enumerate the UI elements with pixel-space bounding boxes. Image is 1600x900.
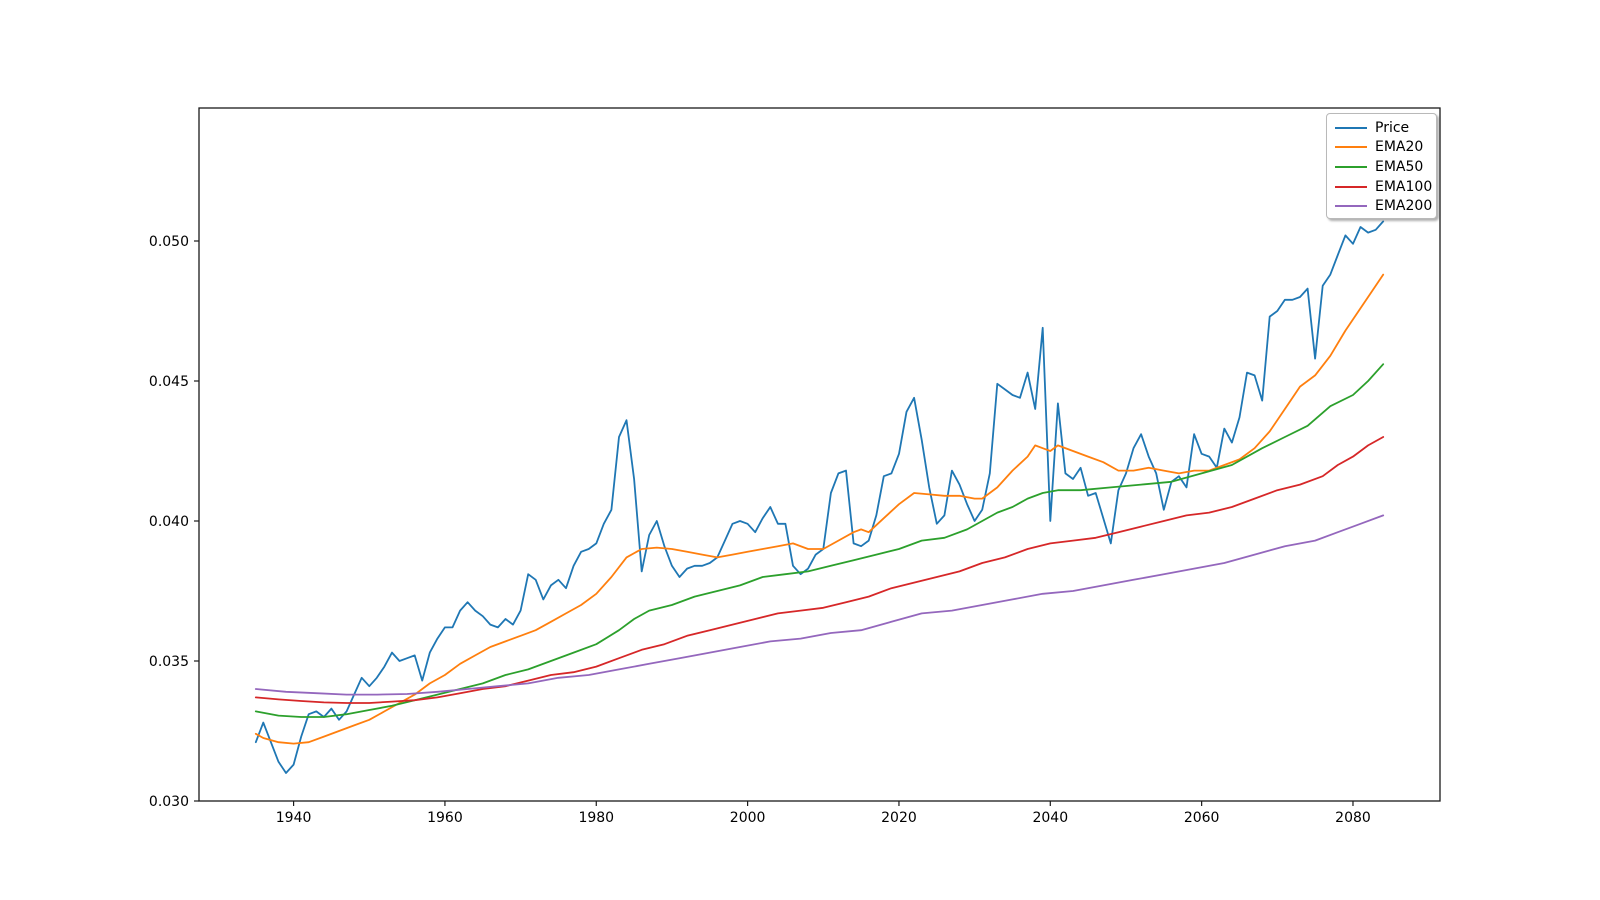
x-tick-label: 2040 [1032, 810, 1068, 826]
x-tick-label: 1960 [427, 810, 463, 826]
legend-line-swatch [1335, 185, 1367, 188]
x-tick-label: 2000 [730, 810, 766, 826]
legend-item-ema200: EMA200 [1335, 196, 1432, 216]
legend-item-price: Price [1335, 118, 1428, 138]
legend-label: EMA50 [1375, 158, 1424, 175]
legend-label: EMA20 [1375, 139, 1424, 156]
legend-item-ema50: EMA50 [1335, 157, 1428, 177]
y-tick-label: 0.045 [149, 374, 189, 390]
y-tick-label: 0.035 [149, 654, 189, 670]
legend-label: Price [1375, 119, 1410, 136]
legend-item-ema100: EMA100 [1335, 177, 1432, 197]
price-line [254, 220, 1385, 774]
legend-line-swatch [1335, 126, 1367, 129]
ema20-line [254, 273, 1385, 745]
y-tick-label: 0.030 [149, 794, 189, 810]
legend-line-swatch [1335, 146, 1367, 149]
y-tick-label: 0.040 [149, 514, 189, 530]
x-tick-label: 2020 [881, 810, 917, 826]
ema200-line [254, 514, 1385, 696]
legend-line-swatch [1335, 205, 1367, 208]
x-tick-label: 1940 [276, 810, 312, 826]
legend-label: EMA100 [1375, 178, 1433, 195]
x-tick-label: 1980 [578, 810, 614, 826]
legend: Price EMA20 EMA50 EMA100 EMA200 [1326, 113, 1437, 219]
ema50-line [254, 363, 1385, 718]
x-tick-label: 2060 [1184, 810, 1220, 826]
legend-line-swatch [1335, 165, 1367, 168]
legend-item-ema20: EMA20 [1335, 138, 1428, 158]
y-tick-label: 0.050 [149, 234, 189, 250]
x-tick-label: 2080 [1335, 810, 1371, 826]
ema100-line [254, 436, 1385, 704]
axes-frame [198, 107, 1441, 802]
legend-label: EMA200 [1375, 198, 1433, 215]
